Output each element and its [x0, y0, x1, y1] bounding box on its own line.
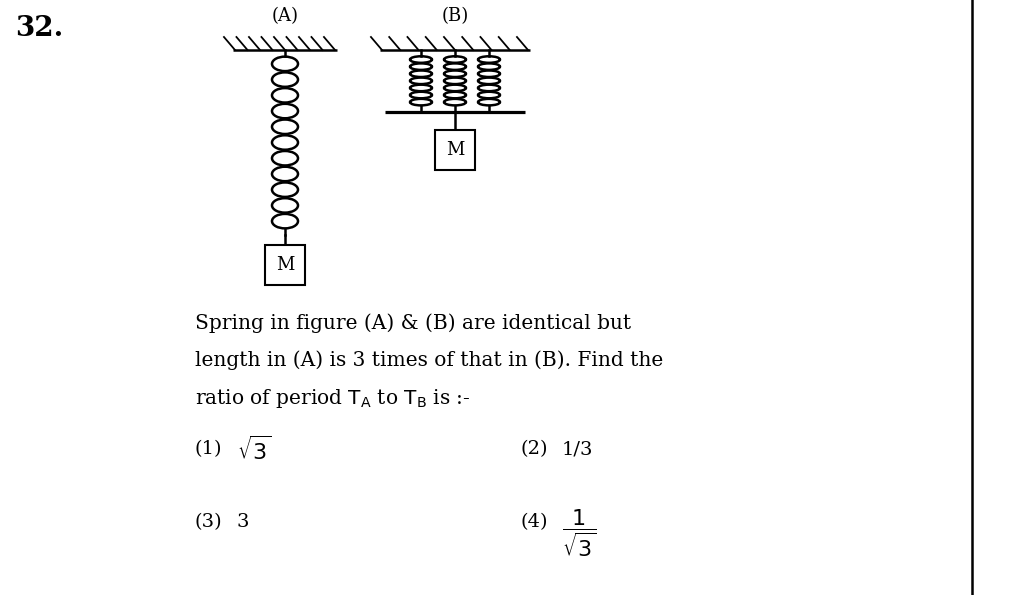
Bar: [435, 130, 475, 170]
Text: 1/3: 1/3: [562, 440, 594, 458]
Text: ratio of period $\mathrm{T_A}$ to $\mathrm{T_B}$ is :-: ratio of period $\mathrm{T_A}$ to $\math…: [195, 387, 470, 410]
Text: (4): (4): [520, 513, 548, 531]
Text: M: M: [445, 140, 464, 159]
Text: (3): (3): [195, 513, 222, 531]
Text: Spring in figure (A) & (B) are identical but: Spring in figure (A) & (B) are identical…: [195, 313, 631, 333]
Text: 32.: 32.: [15, 15, 63, 42]
Bar: [265, 245, 305, 285]
Text: $\sqrt{3}$: $\sqrt{3}$: [237, 436, 271, 465]
Text: (2): (2): [520, 440, 548, 458]
Text: $\dfrac{1}{\sqrt{3}}$: $\dfrac{1}{\sqrt{3}}$: [562, 508, 597, 559]
Text: (1): (1): [195, 440, 222, 458]
Text: (A): (A): [271, 7, 299, 25]
Text: (B): (B): [441, 7, 469, 25]
Text: 3: 3: [237, 513, 250, 531]
Text: length in (A) is 3 times of that in (B). Find the: length in (A) is 3 times of that in (B).…: [195, 350, 664, 369]
Text: M: M: [275, 256, 294, 274]
